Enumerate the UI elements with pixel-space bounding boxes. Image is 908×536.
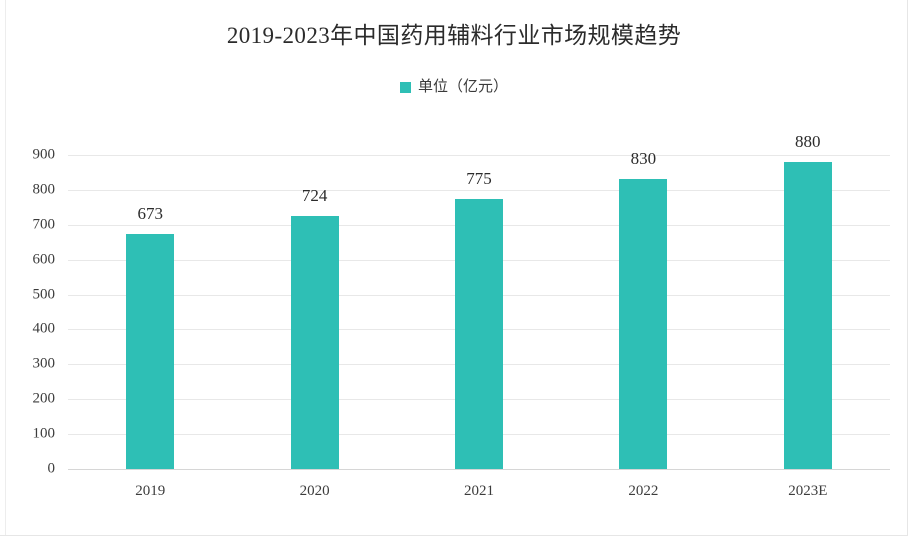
bar-2023E[interactable]: 880 2023E <box>783 132 832 499</box>
y-axis-tick-label: 500 <box>32 286 56 303</box>
x-axis-tick-label: 2022 <box>628 483 659 499</box>
y-axis-tick-label: 700 <box>32 216 56 233</box>
bar-value-label: 673 <box>137 204 163 224</box>
bar-2022[interactable]: 830 2022 <box>619 149 668 499</box>
y-axis-tick-label: 0 <box>47 460 56 477</box>
bar-value-label: 830 <box>630 149 657 169</box>
gridline: 800 <box>33 181 890 197</box>
x-axis-tick-label: 2019 <box>135 483 166 499</box>
bar-value-label: 724 <box>301 186 328 206</box>
x-axis-tick-label: 2021 <box>464 483 494 499</box>
chart-title: 2019-2023年中国药用辅料行业市场规模趋势 <box>226 23 682 48</box>
y-axis-tick-label: 200 <box>32 390 56 407</box>
gridline: 900 <box>33 147 890 163</box>
bar-2021[interactable]: 775 2021 <box>455 169 503 499</box>
bar-2020[interactable]: 724 2020 <box>290 186 339 499</box>
bar-value-label: 880 <box>795 131 821 151</box>
y-axis-tick-label: 400 <box>32 320 56 337</box>
x-axis-tick-label: 2020 <box>299 483 330 499</box>
left-border-rule <box>5 0 6 535</box>
plot-area: 900 800 700 600 500 400 300 200 100 0 673 2019 724 20… <box>33 132 890 499</box>
x-axis-tick-label: 2023E <box>788 483 828 499</box>
x-axis-line: 0 <box>48 461 890 477</box>
y-axis-tick-label: 900 <box>32 146 56 163</box>
y-axis-tick-label: 100 <box>32 425 56 442</box>
bar-value-label: 775 <box>466 168 492 188</box>
y-axis-tick-label: 800 <box>32 181 56 198</box>
y-axis-tick-label: 300 <box>32 355 56 372</box>
chart-legend: 单位（亿元） <box>0 79 907 95</box>
legend-item-label: 单位（亿元） <box>417 79 508 95</box>
bar-2019[interactable]: 673 2019 <box>126 204 175 499</box>
y-axis-tick-label: 600 <box>32 251 56 268</box>
legend-color-swatch-icon <box>399 82 411 93</box>
